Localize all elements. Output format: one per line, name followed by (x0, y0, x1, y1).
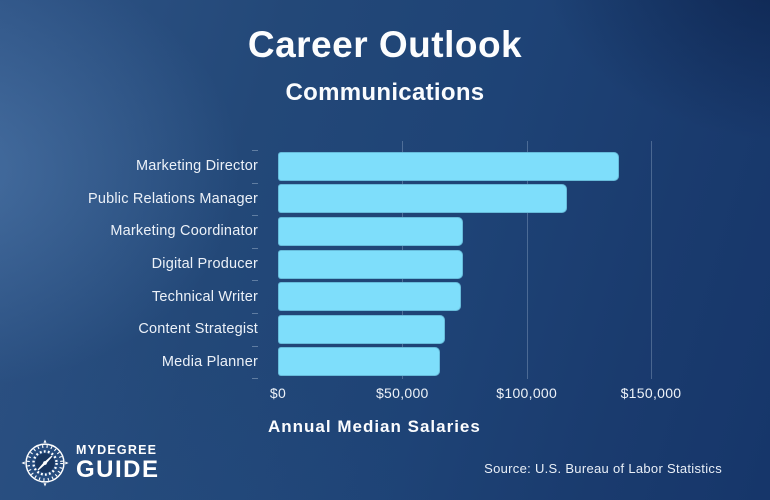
y-tick (252, 280, 258, 282)
category-label: Public Relations Manager (87, 190, 258, 207)
bar-marketing-coordinator (278, 216, 464, 246)
source-attribution: Source: U.S. Bureau of Labor Statistics (484, 461, 722, 476)
category-label: Digital Producer (151, 256, 258, 273)
x-tick-label: $100,000 (496, 385, 558, 401)
page-title: Career Outlook (247, 24, 523, 65)
bar-content-strategist (278, 314, 445, 344)
bar-track (278, 314, 748, 344)
x-tick-label: $150,000 (620, 385, 682, 401)
category-label: Marketing Coordinator (110, 223, 258, 240)
chart-row: Marketing Director (0, 150, 748, 183)
chart-row: Media Planner (0, 346, 748, 379)
brand-name-top: MYDEGREE (76, 443, 158, 458)
page-subtitle: Communications (285, 79, 485, 106)
bar-track (278, 151, 748, 181)
chart-row: Technical Writer (0, 280, 748, 313)
brand-logo-text: MYDEGREE GUIDE (76, 444, 160, 482)
bar-technical-writer (278, 282, 461, 312)
category-label: Media Planner (161, 353, 258, 370)
bar-marketing-director (278, 151, 619, 181)
brand-name-bottom: GUIDE (76, 455, 160, 483)
bar-digital-producer (278, 249, 464, 279)
bar-track (278, 249, 748, 279)
category-label: Marketing Director (135, 158, 258, 175)
bar-track (278, 347, 748, 377)
y-tick (252, 247, 258, 249)
chart-row: Marketing Coordinator (0, 215, 748, 248)
y-tick (252, 313, 258, 314)
y-tick (252, 182, 258, 184)
chart-row: Digital Producer (0, 248, 748, 281)
category-label: Content Strategist (138, 321, 258, 338)
bar-public-relations-manager (278, 184, 567, 214)
category-label: Technical Writer (151, 288, 258, 305)
x-axis: $0 $50,000 $100,000 $150,000 (0, 385, 770, 403)
y-tick (252, 345, 258, 347)
chart-rows: Marketing Director Public Relations Manag… (0, 150, 748, 378)
x-tick-label: $0 (269, 385, 287, 401)
x-tick-label: $50,000 (375, 385, 429, 401)
y-tick (252, 215, 258, 217)
bar-track (278, 184, 748, 214)
bar-track (278, 216, 748, 246)
bar-track (278, 282, 748, 312)
compass-icon (21, 439, 69, 487)
y-tick (252, 150, 258, 151)
chart-row: Public Relations Manager (0, 183, 748, 216)
y-tick (252, 378, 258, 380)
chart-row: Content Strategist (0, 313, 748, 346)
bar-media-planner (278, 347, 440, 377)
x-axis-title: Annual Median Salaries (268, 417, 481, 436)
brand-logo: MYDEGREE GUIDE (21, 439, 160, 487)
